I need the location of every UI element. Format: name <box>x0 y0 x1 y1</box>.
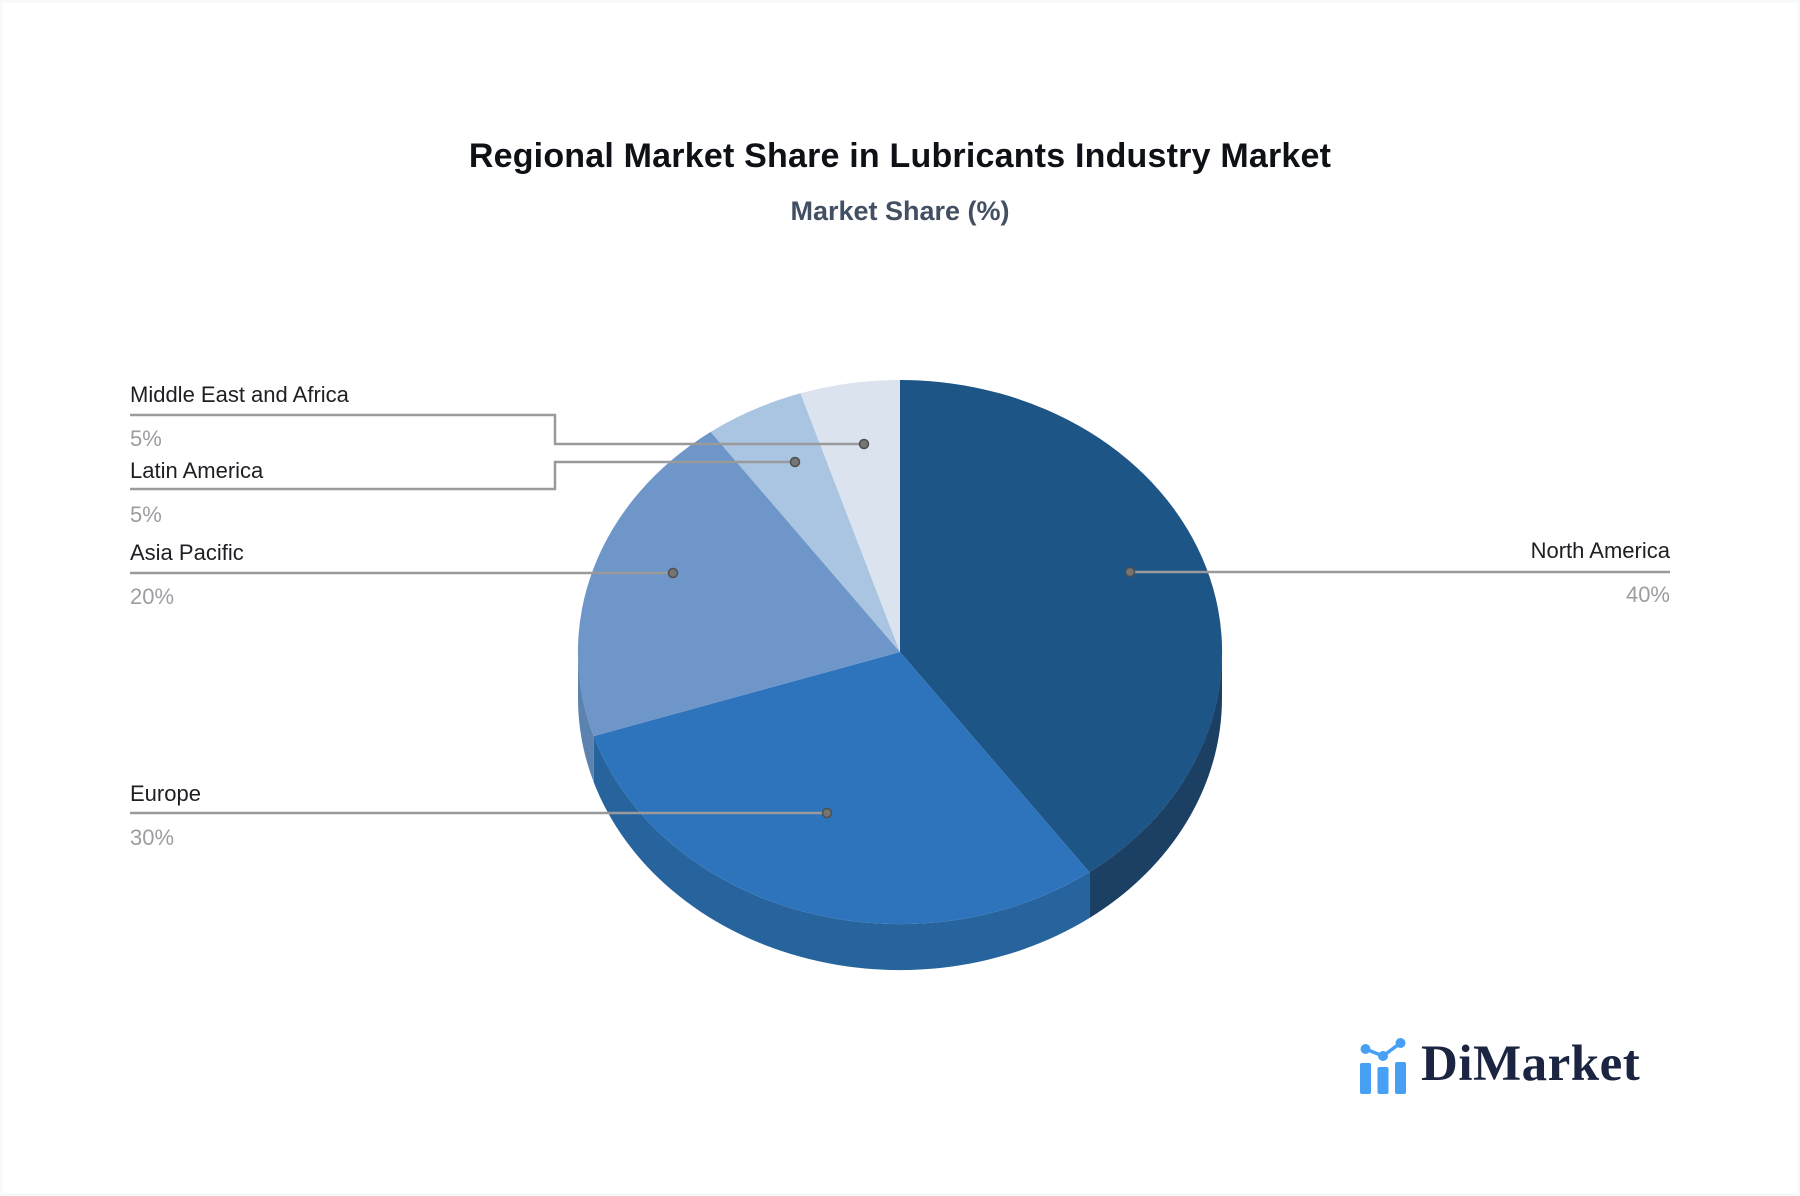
label-latin-america-name: Latin America <box>130 458 264 483</box>
label-north-america-name: North America <box>1530 538 1670 563</box>
pie-slice-middle-east-and-africa[interactable] <box>800 380 901 652</box>
label-asia-pacific-name: Asia Pacific <box>130 540 244 565</box>
label-middle-east-and-africa-name: Middle East and Africa <box>130 382 349 407</box>
leader-dot-europe <box>821 807 833 819</box>
leader-dot-asia-pacific <box>667 567 679 579</box>
leader-dot-latin-america <box>789 456 801 468</box>
label-middle-east-and-africa-value: 5% <box>130 426 162 451</box>
label-north-america: North America 40% <box>1270 539 1670 607</box>
pie-slice-latin-america[interactable] <box>710 393 900 652</box>
label-europe-name: Europe <box>130 781 201 806</box>
pie-side-north-america <box>1089 652 1222 919</box>
label-europe-value: 30% <box>130 825 175 850</box>
label-latin-america-value: 5% <box>130 502 162 527</box>
pie-slice-europe[interactable] <box>593 652 1090 925</box>
pie-side-asia-pacific <box>577 652 594 783</box>
pie-slice-north-america[interactable] <box>900 380 1223 873</box>
bar-line-chart-icon <box>1360 1038 1406 1094</box>
label-north-america-value: 40% <box>1625 582 1670 607</box>
label-asia-pacific: Asia Pacific 20% <box>130 541 244 609</box>
leader-line-latin-america <box>130 460 795 491</box>
chart-subtitle: Market Share (%) <box>790 196 1010 226</box>
pie-side-europe <box>593 736 1090 971</box>
label-middle-east-and-africa: Middle East and Africa 5% <box>130 383 349 451</box>
leader-dot-middle-east-and-africa <box>858 438 870 450</box>
pie-slice-asia-pacific[interactable] <box>577 431 900 737</box>
label-asia-pacific-value: 20% <box>130 584 175 609</box>
label-europe: Europe 30% <box>130 782 201 850</box>
leader-dot-north-america <box>1124 566 1136 578</box>
logo-text: DiMarket <box>1421 1036 1641 1092</box>
leader-line-middle-east-and-africa <box>130 413 864 446</box>
logo: DiMarket <box>1358 1034 1640 1094</box>
label-latin-america: Latin America 5% <box>130 459 263 527</box>
chart-title: Regional Market Share in Lubricants Indu… <box>468 137 1332 175</box>
